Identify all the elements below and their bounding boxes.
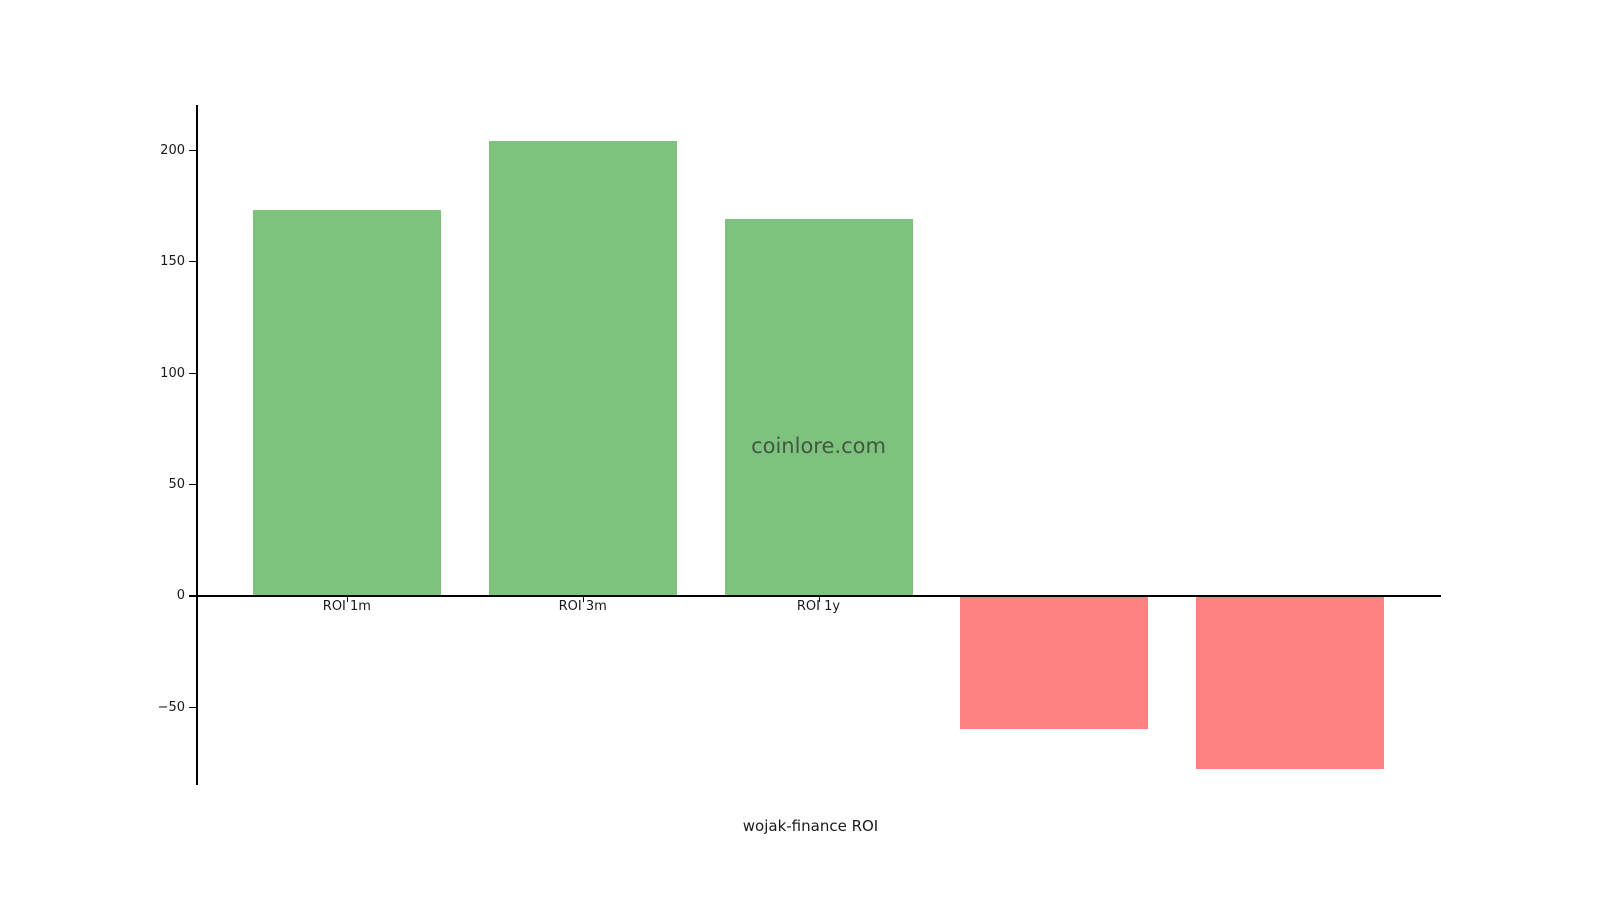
y-tick-mark [189, 261, 196, 263]
x-tick-label: ROI 3m [558, 599, 607, 615]
y-tick-label: 150 [160, 254, 185, 270]
roi-bar [724, 218, 913, 596]
roi-bar [960, 596, 1149, 729]
x-tick-mark [582, 596, 584, 602]
y-tick-mark [189, 595, 196, 597]
y-tick-label: −50 [157, 699, 185, 715]
y-tick-mark [189, 372, 196, 374]
y-tick-label: 200 [160, 142, 185, 158]
x-tick-mark [346, 596, 349, 602]
y-tick-label: 100 [160, 365, 185, 381]
x-tick-label: ROI 1m [322, 599, 371, 615]
x-axis-line [196, 595, 1441, 597]
x-tick-label: ROI 1y [796, 599, 841, 615]
watermark-text: coinlore.com [751, 434, 886, 458]
y-tick-mark [189, 149, 196, 151]
y-tick-label: 0 [176, 588, 185, 604]
roi-bar [1196, 596, 1385, 769]
roi-bar [488, 140, 677, 596]
y-tick-mark [189, 706, 196, 709]
chart-title: wojak-finance ROI [742, 817, 879, 835]
roi-bar [252, 209, 441, 596]
y-tick-mark [189, 484, 196, 486]
x-tick-mark [818, 596, 820, 602]
y-tick-label: 50 [168, 477, 185, 493]
y-axis-line [196, 105, 198, 785]
